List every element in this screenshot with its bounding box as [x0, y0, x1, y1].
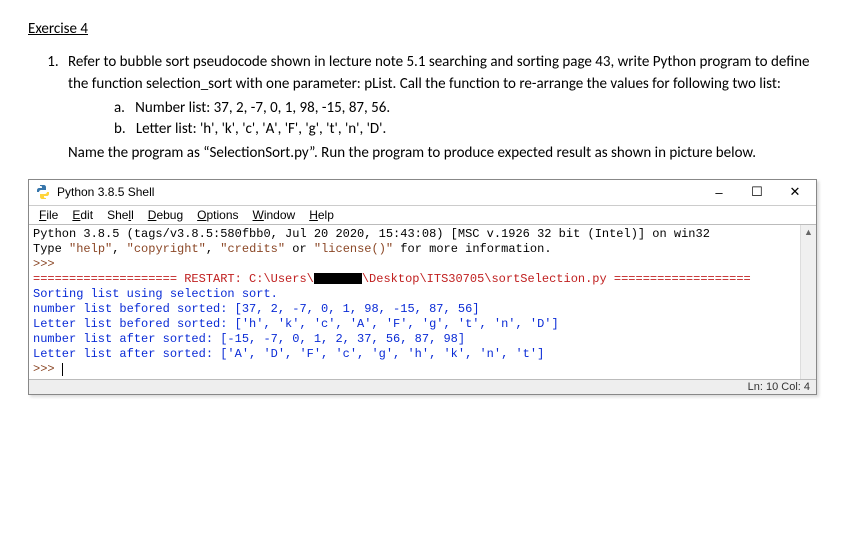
- menu-file[interactable]: File: [33, 207, 64, 223]
- text-cursor: [62, 363, 63, 376]
- menu-debug[interactable]: Debug: [142, 207, 189, 223]
- redacted-username: [314, 273, 362, 284]
- close-button[interactable]: ✕: [776, 180, 814, 204]
- exercise-body: Refer to bubble sort pseudocode shown in…: [28, 52, 817, 165]
- vertical-scrollbar[interactable]: ▲: [800, 225, 816, 379]
- output-line: Letter list befored sorted: ['h', 'k', '…: [33, 317, 559, 331]
- output-line: Letter list after sorted: ['A', 'D', 'F'…: [33, 347, 544, 361]
- menu-shell[interactable]: Shell: [101, 207, 140, 223]
- console-line: Python 3.8.5 (tags/v3.8.5:580fbb0, Jul 2…: [33, 227, 710, 241]
- output-line: number list after sorted: [-15, -7, 0, 1…: [33, 332, 465, 346]
- python-shell-window: Python 3.8.5 Shell – ☐ ✕ File Edit Shell…: [28, 179, 817, 395]
- window-title: Python 3.8.5 Shell: [57, 185, 700, 199]
- python-icon: [35, 184, 51, 200]
- menubar: File Edit Shell Debug Options Window Hel…: [29, 206, 816, 225]
- console-line: Type "help", "copyright", "credits" or "…: [33, 242, 552, 256]
- minimize-button[interactable]: –: [700, 180, 738, 204]
- output-line: Sorting list using selection sort.: [33, 287, 278, 301]
- cursor-position: Ln: 10 Col: 4: [748, 381, 810, 393]
- menu-options[interactable]: Options: [191, 207, 244, 223]
- sub-a: a. Number list: 37, 2, -7, 0, 1, 98, -15…: [114, 98, 817, 120]
- prompt: >>>: [33, 257, 62, 271]
- statusbar: Ln: 10 Col: 4: [29, 379, 816, 394]
- titlebar: Python 3.8.5 Shell – ☐ ✕: [29, 180, 816, 206]
- scroll-up-arrow-icon[interactable]: ▲: [801, 225, 816, 239]
- question-1: Refer to bubble sort pseudocode shown in…: [62, 52, 817, 165]
- question-1-tail: Name the program as “SelectionSort.py”. …: [68, 144, 756, 162]
- question-1-intro: Refer to bubble sort pseudocode shown in…: [68, 53, 809, 93]
- sub-b: b. Letter list: 'h', 'k', 'c', 'A', 'F',…: [114, 119, 817, 141]
- menu-help[interactable]: Help: [303, 207, 340, 223]
- prompt: >>>: [33, 362, 62, 376]
- console-output[interactable]: Python 3.8.5 (tags/v3.8.5:580fbb0, Jul 2…: [29, 225, 800, 379]
- menu-window[interactable]: Window: [247, 207, 302, 223]
- restart-line: ==================== RESTART: C:\Users\\…: [33, 272, 751, 286]
- output-line: number list befored sorted: [37, 2, -7, …: [33, 302, 479, 316]
- menu-edit[interactable]: Edit: [66, 207, 99, 223]
- exercise-title: Exercise 4: [28, 20, 817, 38]
- maximize-button[interactable]: ☐: [738, 180, 776, 204]
